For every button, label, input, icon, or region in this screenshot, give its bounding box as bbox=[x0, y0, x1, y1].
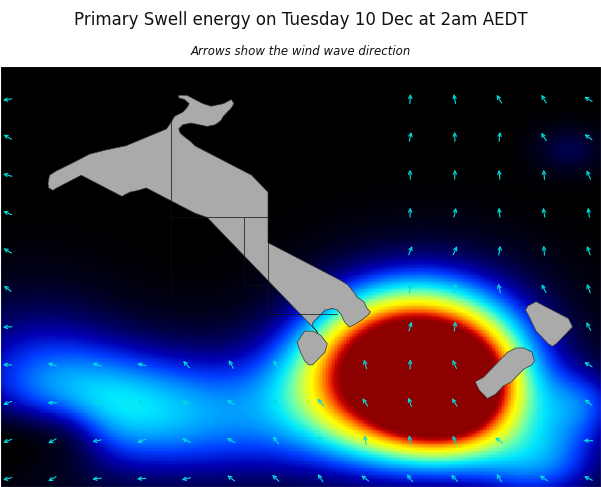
Polygon shape bbox=[525, 301, 573, 346]
Polygon shape bbox=[475, 348, 534, 398]
Text: Primary Swell energy on Tuesday 10 Dec at 2am AEDT: Primary Swell energy on Tuesday 10 Dec a… bbox=[74, 11, 527, 29]
Polygon shape bbox=[297, 331, 328, 365]
Text: Arrows show the wind wave direction: Arrows show the wind wave direction bbox=[191, 45, 410, 58]
Polygon shape bbox=[48, 95, 370, 336]
